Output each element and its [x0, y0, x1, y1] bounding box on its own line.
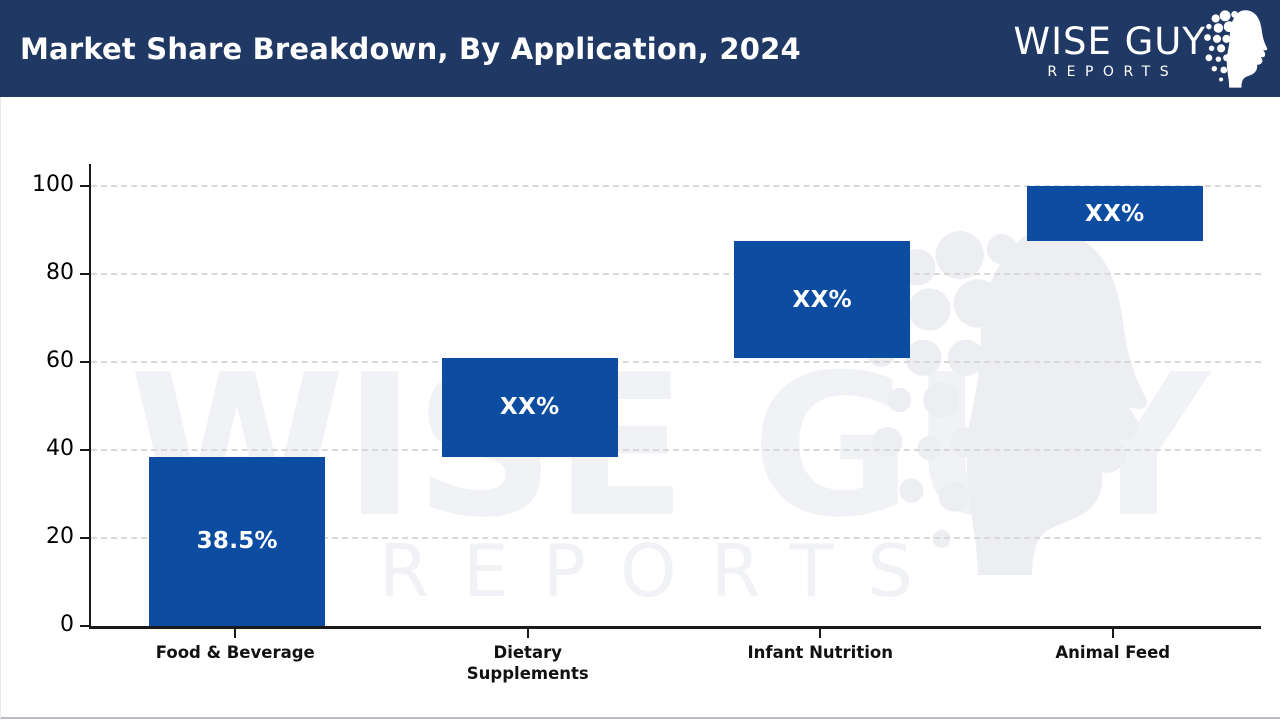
x-tick-mark — [1111, 629, 1114, 638]
y-tick-label: 100 — [32, 172, 74, 197]
y-gridline — [91, 537, 1261, 539]
bar-value-label: XX% — [500, 394, 560, 421]
y-tick-mark — [80, 449, 89, 451]
y-tick-mark — [80, 273, 89, 275]
brand-logo: WISE GUY REPORTS — [1014, 9, 1270, 89]
y-gridline — [91, 361, 1261, 363]
y-tick-mark — [80, 625, 89, 627]
y-gridline — [91, 273, 1261, 275]
y-gridline — [91, 449, 1261, 451]
x-tick-label: Dietary Supplements — [466, 643, 589, 683]
chart-area: WISE GUY REPORTS 38.5% XX% XX% XX% 0 20 40 60 8… — [0, 97, 1280, 720]
bar-value-label: XX% — [792, 286, 852, 313]
x-tick-mark — [234, 629, 237, 638]
header-bar: Market Share Breakdown, By Application, … — [0, 0, 1280, 97]
x-tick-mark — [819, 629, 822, 638]
x-tick-label: Infant Nutrition — [747, 643, 893, 662]
x-tick-label: Food & Beverage — [155, 643, 315, 662]
y-tick-label: 60 — [46, 348, 74, 373]
bar-food-beverage: 38.5% — [149, 456, 326, 626]
y-tick-mark — [80, 185, 89, 187]
y-tick-label: 0 — [60, 612, 74, 637]
bar-animal-feed: XX% — [1026, 186, 1203, 242]
plot-area: 38.5% XX% XX% XX% — [89, 164, 1261, 629]
x-tick-mark — [526, 629, 529, 638]
y-gridline — [91, 185, 1261, 187]
bar-value-label: 38.5% — [196, 528, 278, 555]
y-tick-label: 80 — [46, 260, 74, 285]
page-title: Market Share Breakdown, By Application, … — [20, 31, 801, 66]
y-tick-mark — [80, 361, 89, 363]
y-tick-label: 20 — [46, 524, 74, 549]
y-tick-mark — [80, 537, 89, 539]
y-tick-label: 40 — [46, 436, 74, 461]
brand-subtitle: REPORTS — [1047, 63, 1179, 80]
brand-name: WISE GUY — [1013, 19, 1206, 63]
x-tick-label: Animal Feed — [1055, 643, 1171, 662]
bar-value-label: XX% — [1085, 200, 1145, 227]
bar-dietary-supplements: XX% — [441, 357, 618, 457]
brand-logo-text: WISE GUY REPORTS — [1014, 23, 1206, 79]
watermark-subtext: REPORTS — [379, 529, 948, 613]
bottom-divider — [1, 717, 1280, 719]
bar-infant-nutrition: XX% — [734, 241, 911, 358]
dotted-face-profile-icon — [1204, 9, 1268, 88]
